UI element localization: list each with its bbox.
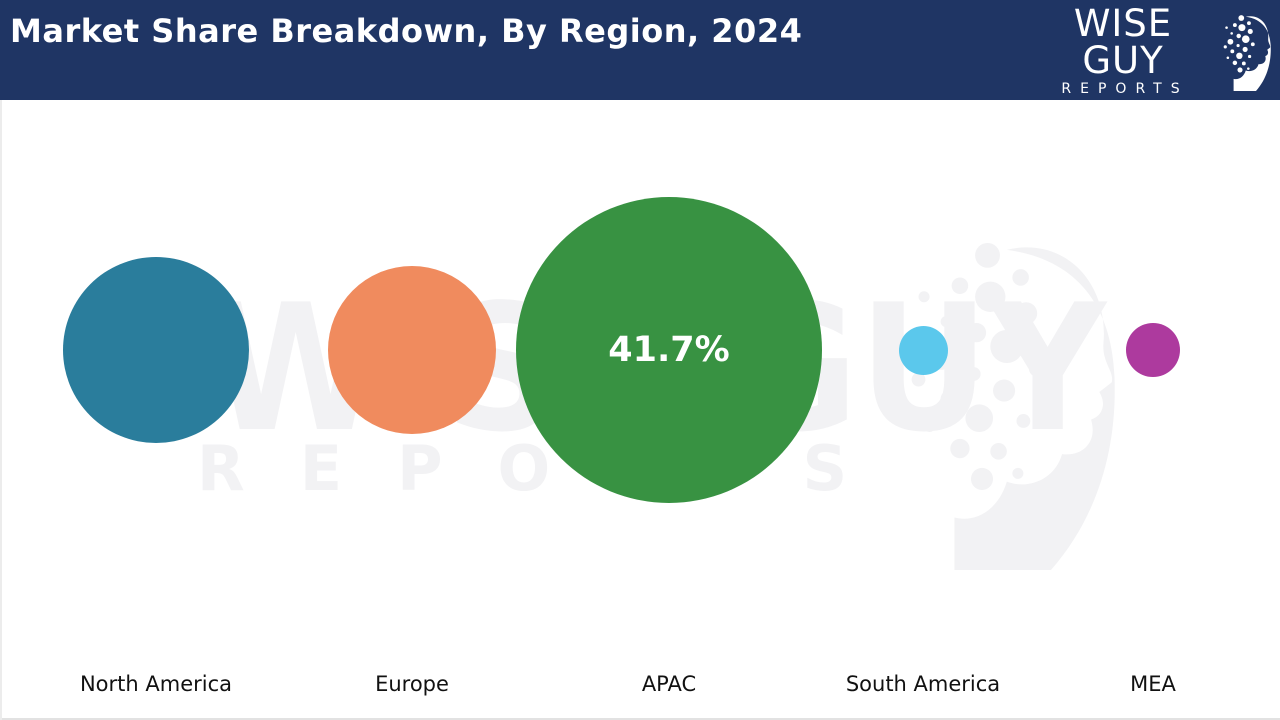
page-title: Market Share Breakdown, By Region, 2024 — [10, 12, 803, 50]
dotted-face-icon — [1223, 15, 1271, 91]
header-bar: Market Share Breakdown, By Region, 2024 … — [0, 0, 1280, 100]
logo-wordmark: WISE GUY — [1073, 2, 1173, 82]
bottom-divider — [2, 718, 1280, 720]
watermark-face-icon — [911, 242, 1115, 570]
wise-guy-reports-logo: WISE GUY REPORTS — [1032, 5, 1272, 97]
category-label-apac: APAC — [641, 672, 697, 696]
bubble-mea — [1126, 323, 1180, 377]
bubble-value-label: 41.7% — [608, 330, 730, 370]
bubble-europe — [328, 266, 496, 434]
chart-area: WISE GUY REPORTS 41.7% North America Eur… — [0, 100, 1280, 720]
category-label-south-america: South America — [845, 672, 1001, 696]
bubble-apac: 41.7% — [516, 197, 822, 503]
bubble-south-america — [898, 325, 948, 375]
category-label-europe: Europe — [375, 672, 449, 696]
category-label-mea: MEA — [1130, 672, 1176, 696]
logo-subtitle: REPORTS — [1061, 81, 1189, 97]
logo-text: WISE GUY REPORTS — [1032, 5, 1214, 97]
category-label-north-america: North America — [79, 672, 233, 696]
bubble-north-america — [63, 257, 249, 443]
